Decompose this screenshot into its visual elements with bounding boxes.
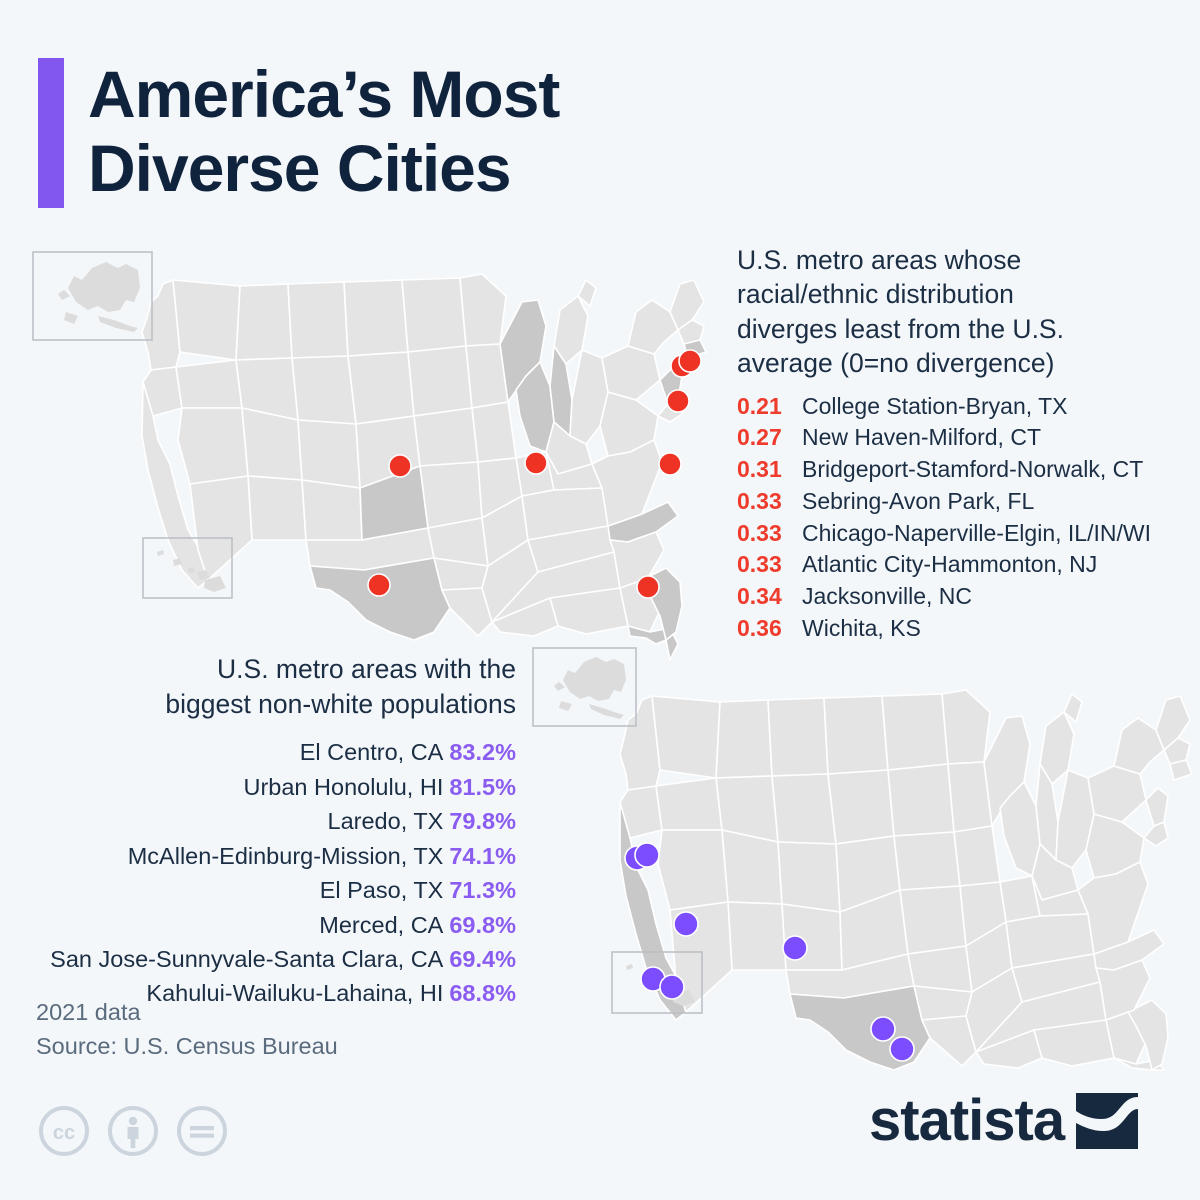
nonwhite-label: El Centro, CA xyxy=(299,739,444,766)
marker-atlantic-city xyxy=(666,389,690,413)
nonwhite-section: U.S. metro areas with the biggest non-wh… xyxy=(10,652,516,1011)
nonwhite-markers xyxy=(624,842,915,1062)
marker-college-station xyxy=(367,573,391,597)
list-item: 0.33 Atlantic City-Hammonton, NJ xyxy=(737,549,1189,581)
divergence-map xyxy=(30,240,750,661)
license-badges: cc xyxy=(38,1105,228,1157)
divergence-label: Atlantic City-Hammonton, NJ xyxy=(802,551,1098,578)
title-accent-bar xyxy=(38,58,64,208)
nonwhite-value: 81.5% xyxy=(449,773,516,800)
divergence-label: New Haven-Milford, CT xyxy=(802,424,1041,451)
divergence-value: 0.36 xyxy=(737,614,782,641)
marker-laredo xyxy=(870,1016,896,1042)
divergence-label: Chicago-Naperville-Elgin, IL/IN/WI xyxy=(802,519,1151,546)
marker-el-paso xyxy=(782,935,808,961)
marker-sebring xyxy=(636,575,660,599)
list-item: 0.33 Sebring-Avon Park, FL xyxy=(737,486,1189,518)
list-item: 0.27 New Haven-Milford, CT xyxy=(737,422,1189,454)
divergence-value: 0.33 xyxy=(737,519,782,546)
divergence-value: 0.21 xyxy=(737,392,782,419)
nonwhite-list: El Centro, CA 83.2% Urban Honolulu, HI 81.… xyxy=(10,735,516,1010)
divergence-label: Bridgeport-Stamford-Norwalk, CT xyxy=(802,456,1144,483)
divergence-label: Jacksonville, NC xyxy=(802,583,972,610)
nonwhite-label: Urban Honolulu, HI xyxy=(243,773,444,800)
footnotes: 2021 data Source: U.S. Census Bureau xyxy=(36,995,338,1063)
alaska-inset-bottom xyxy=(532,647,637,727)
list-item: Laredo, TX 79.8% xyxy=(10,804,516,838)
list-item: 0.34 Jacksonville, NC xyxy=(737,581,1189,613)
nonwhite-map xyxy=(530,640,1200,1071)
page-title: America’s Most Diverse Cities xyxy=(38,57,560,208)
divergence-value: 0.27 xyxy=(737,424,782,451)
list-item: San Jose-Sunnyvale-Santa Clara, CA 69.4% xyxy=(10,942,516,976)
nonwhite-value: 83.2% xyxy=(449,739,516,766)
svg-text:cc: cc xyxy=(53,1122,75,1144)
divergence-label: College Station-Bryan, TX xyxy=(802,392,1068,419)
marker-el-centro xyxy=(673,911,699,937)
hawaii-inset-top xyxy=(142,537,233,599)
creative-commons-icon[interactable]: cc xyxy=(38,1105,90,1157)
marker-mcallen xyxy=(889,1036,915,1062)
list-item: 0.36 Wichita, KS xyxy=(737,613,1189,645)
list-item: 0.31 Bridgeport-Stamford-Norwalk, CT xyxy=(737,454,1189,486)
nonwhite-value: 68.8% xyxy=(449,980,516,1007)
nonwhite-value: 71.3% xyxy=(449,877,516,904)
marker-chicago xyxy=(524,451,548,475)
divergence-value: 0.34 xyxy=(737,583,782,610)
title-text: America’s Most Diverse Cities xyxy=(88,57,560,205)
nonwhite-label: McAllen-Edinburg-Mission, TX xyxy=(127,842,444,869)
divergence-value: 0.31 xyxy=(737,456,782,483)
divergence-label: Sebring-Avon Park, FL xyxy=(802,487,1035,514)
divergence-label: Wichita, KS xyxy=(802,614,921,641)
divergence-value: 0.33 xyxy=(737,551,782,578)
divergence-value: 0.33 xyxy=(737,487,782,514)
list-item: Urban Honolulu, HI 81.5% xyxy=(10,770,517,804)
nonwhite-label: El Paso, TX xyxy=(319,877,444,904)
divergence-list: 0.21 College Station-Bryan, TX 0.27 New … xyxy=(737,391,1189,645)
nonwhite-value: 69.4% xyxy=(449,946,516,972)
nonwhite-label: Merced, CA xyxy=(319,911,444,938)
divergence-heading: U.S. metro areas whose racial/ethnic dis… xyxy=(737,245,1064,379)
list-item: Merced, CA 69.8% xyxy=(10,908,516,942)
list-item: 0.33 Chicago-Naperville-Elgin, IL/IN/WI xyxy=(737,518,1189,550)
no-derivatives-icon[interactable] xyxy=(176,1105,228,1157)
marker-bridgeport xyxy=(678,349,702,373)
marker-jacksonville-nc xyxy=(658,452,682,476)
list-item: McAllen-Edinburg-Mission, TX 74.1% xyxy=(10,839,516,873)
list-item: El Centro, CA 83.2% xyxy=(10,735,516,769)
nonwhite-heading: U.S. metro areas with the biggest non-wh… xyxy=(165,654,516,720)
source-note: Source: U.S. Census Bureau xyxy=(36,1033,338,1060)
alaska-inset-top xyxy=(32,251,153,341)
list-item: El Paso, TX 71.3% xyxy=(10,873,516,907)
list-item: Kahului-Wailuku-Lahaina, HI 68.8% xyxy=(10,976,516,1010)
marker-merced xyxy=(634,842,660,868)
marker-kahului xyxy=(659,974,685,1000)
nonwhite-label: Kahului-Wailuku-Lahaina, HI xyxy=(146,980,444,1007)
statista-mark-icon xyxy=(1076,1093,1139,1149)
marker-wichita xyxy=(388,454,412,478)
nonwhite-value: 69.8% xyxy=(449,911,516,938)
divergence-section: U.S. metro areas whose racial/ethnic dis… xyxy=(737,243,1189,645)
list-item: 0.21 College Station-Bryan, TX xyxy=(737,391,1189,423)
nonwhite-value: 74.1% xyxy=(449,842,516,869)
nonwhite-label: Laredo, TX xyxy=(327,808,444,835)
data-year: 2021 data xyxy=(36,999,141,1025)
attribution-icon[interactable] xyxy=(107,1105,159,1157)
statista-wordmark: statista xyxy=(869,1088,1065,1153)
statista-logo[interactable]: statista xyxy=(869,1088,1139,1153)
divergence-markers xyxy=(367,349,702,599)
nonwhite-value: 79.8% xyxy=(449,808,516,835)
nonwhite-label: San Jose-Sunnyvale-Santa Clara, CA xyxy=(50,946,444,972)
